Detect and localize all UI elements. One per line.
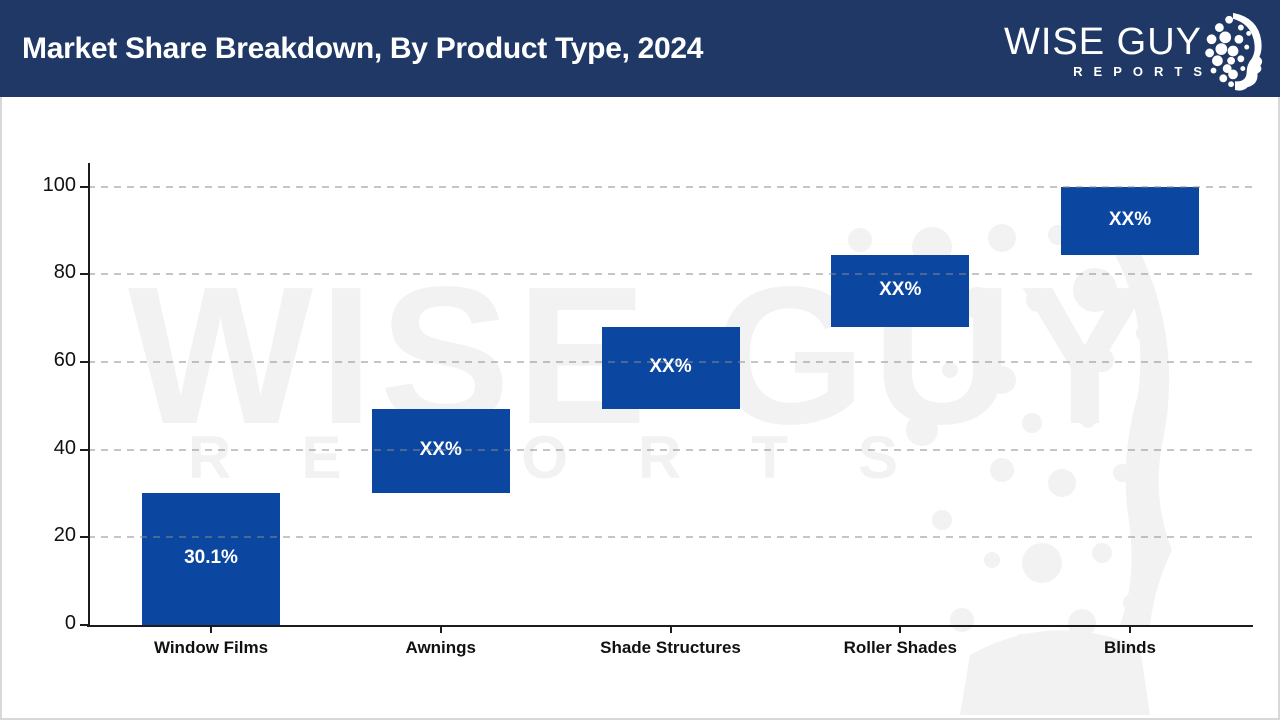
y-axis-tick: [80, 536, 88, 539]
y-axis-tick: [80, 624, 88, 626]
category-label: Blinds: [1104, 638, 1156, 657]
x-axis-tick: [669, 626, 672, 633]
bar-value-label: XX%: [879, 279, 922, 301]
logo-face-icon: [1205, 12, 1263, 91]
gridline: [88, 360, 1253, 363]
bar-value-label: XX%: [649, 356, 692, 378]
wise-guy-logo: WISE GUY REPORTS: [1004, 8, 1268, 92]
y-tick-label: 100: [42, 173, 76, 196]
category-label: Awnings: [405, 638, 477, 657]
gridline: [88, 448, 1253, 451]
bar-segment: XX%: [601, 326, 740, 410]
category-label: Shade Structures: [600, 638, 741, 657]
header-band: Market Share Breakdown, By Product Type,…: [0, 0, 1280, 97]
logo-text: WISE GUY REPORTS: [1004, 22, 1202, 79]
y-axis-tick: [80, 360, 88, 363]
watermark-head-dots-icon: [848, 215, 1172, 715]
category-label: Roller Shades: [843, 638, 957, 657]
x-axis-tick: [439, 626, 442, 633]
x-axis-tick: [899, 626, 902, 633]
logo-reports-label: REPORTS: [1073, 64, 1213, 79]
bar-segment: XX%: [371, 409, 510, 494]
y-tick-label: 20: [53, 524, 76, 547]
y-axis-tick: [80, 185, 88, 188]
y-tick-label: 0: [64, 612, 76, 634]
x-axis-tick: [210, 626, 212, 633]
bar-segment: XX%: [831, 255, 970, 327]
gridline: [88, 273, 1253, 276]
bar-value-label: XX%: [1108, 209, 1152, 230]
bar-value-label: 30.1%: [184, 547, 238, 568]
page-title: Market Share Breakdown, By Product Type,…: [22, 32, 704, 65]
x-axis-tick: [1129, 626, 1131, 633]
y-tick-label: 60: [53, 348, 76, 371]
bar-segment: 30.1%: [142, 493, 280, 625]
y-axis: [88, 163, 90, 627]
y-axis-tick: [80, 273, 88, 276]
bar-segment: XX%: [1061, 186, 1199, 256]
x-axis: [87, 625, 1253, 627]
y-tick-label: 80: [53, 261, 76, 284]
gridline: [88, 536, 1253, 539]
watermark-reports-label: REPORTS: [188, 424, 969, 491]
gridline: [88, 185, 1253, 188]
logo-wordmark: WISE GUY: [1003, 21, 1202, 63]
y-tick-label: 40: [53, 436, 76, 459]
y-axis-tick: [80, 448, 88, 451]
category-label: Window Films: [153, 638, 269, 657]
